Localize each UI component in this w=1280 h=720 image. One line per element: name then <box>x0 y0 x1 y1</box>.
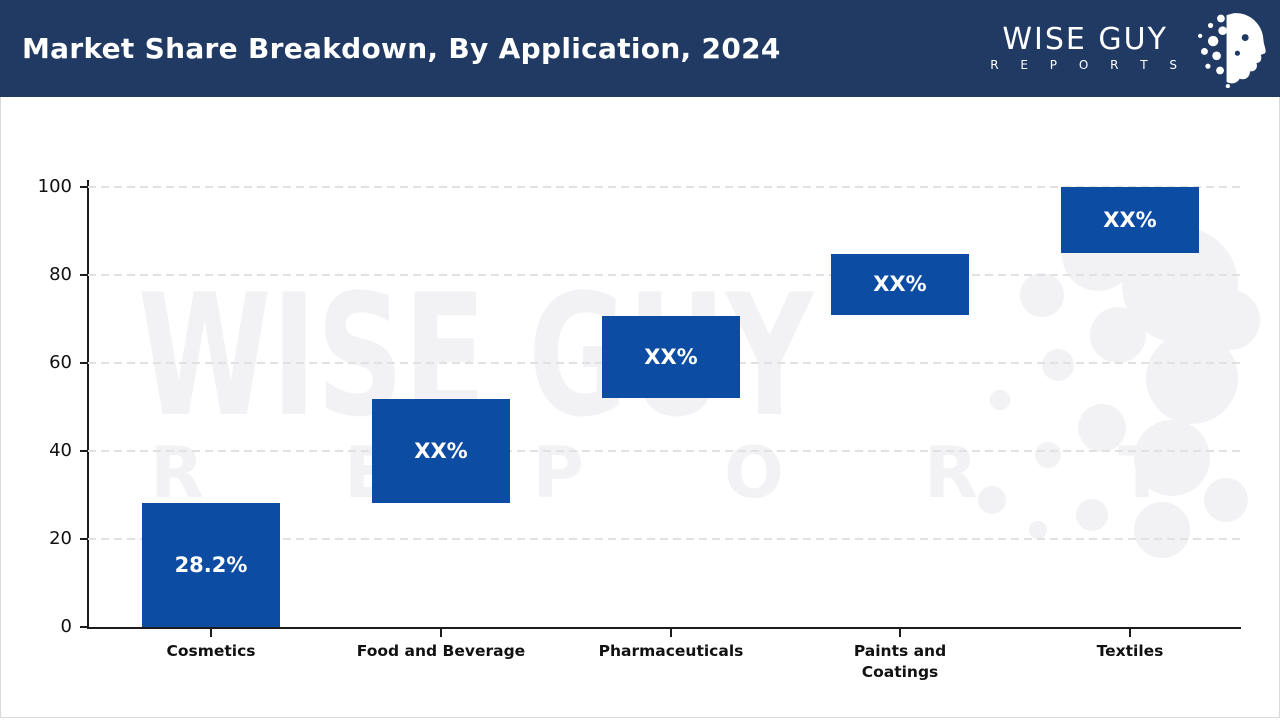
y-axis-tick-label: 40 <box>49 440 72 461</box>
chart-title: Market Share Breakdown, By Application, … <box>22 32 781 65</box>
wiseguy-logo: WISE GUY R E P O R T S <box>984 8 1266 88</box>
y-axis-tick-label: 60 <box>49 352 72 373</box>
watermark-face-dots-icon <box>978 219 1260 558</box>
x-tick-mark <box>899 629 901 637</box>
x-axis-label: Paints and Coatings <box>853 642 947 681</box>
x-axis-label: Food and Beverage <box>356 642 526 660</box>
bar-pharmaceuticals: XX% <box>602 315 740 399</box>
y-tick-mark <box>80 538 88 540</box>
x-axis-label: Cosmetics <box>166 642 256 660</box>
watermark-subtext: R E P O R T S <box>150 432 1280 514</box>
x-tick-mark <box>210 629 212 637</box>
y-axis-tick-label: 80 <box>49 264 72 285</box>
x-axis-line <box>87 627 1241 629</box>
gridline-y20 <box>88 538 1241 540</box>
y-axis-tick-label: 0 <box>60 616 72 637</box>
y-tick-mark <box>80 362 88 364</box>
x-axis-label: Pharmaceuticals <box>598 642 744 660</box>
gridline-y80 <box>88 274 1241 276</box>
x-axis-label: Textiles <box>1096 642 1164 660</box>
x-tick-mark <box>1129 629 1131 637</box>
bar-cosmetics: 28.2% <box>142 502 280 627</box>
bar-food-and-beverage: XX% <box>372 399 510 503</box>
y-tick-mark <box>80 450 88 452</box>
wiseguy-logo-wordmark: WISE GUY <box>1002 22 1168 58</box>
wiseguy-face-icon <box>1197 13 1266 88</box>
y-tick-mark <box>80 186 88 188</box>
bar-value-label: XX% <box>1103 208 1157 233</box>
y-axis-line <box>87 180 89 629</box>
gridline-y100 <box>88 186 1241 188</box>
bar-textiles: XX% <box>1061 187 1199 254</box>
bar-value-label: XX% <box>873 272 927 297</box>
wiseguy-logo-text: WISE GUY R E P O R T S <box>984 24 1186 72</box>
y-axis-tick-label: 20 <box>49 528 72 549</box>
bar-value-label: 28.2% <box>174 552 248 577</box>
y-tick-mark <box>80 626 88 628</box>
y-tick-mark <box>80 274 88 276</box>
gridline-y40 <box>88 450 1241 452</box>
bar-value-label: XX% <box>414 438 468 463</box>
bar-value-label: XX% <box>644 345 698 370</box>
x-tick-mark <box>440 629 442 637</box>
x-tick-mark <box>670 629 672 637</box>
bar-paints-and-coatings: XX% <box>831 253 969 315</box>
wiseguy-logo-subtext: R E P O R T S <box>990 57 1186 72</box>
header-banner: Market Share Breakdown, By Application, … <box>0 0 1280 97</box>
y-axis-tick-label: 100 <box>37 176 72 197</box>
